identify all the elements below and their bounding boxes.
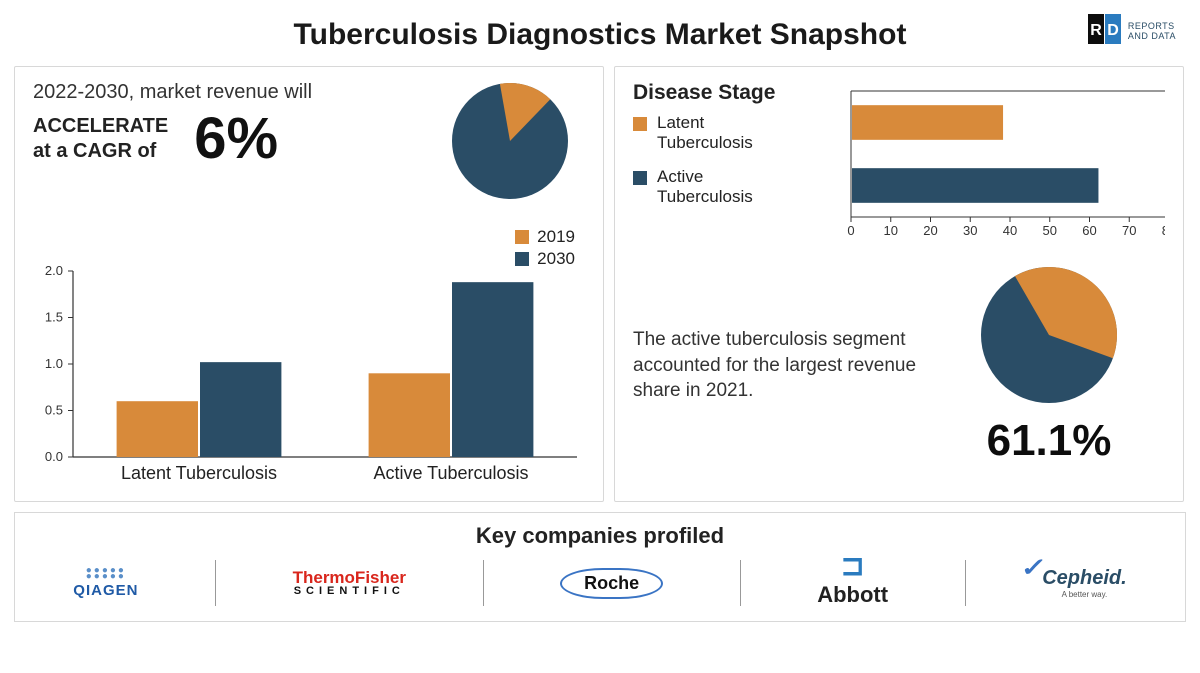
svg-text:10: 10 — [883, 223, 897, 238]
svg-text:D: D — [1107, 22, 1119, 39]
segment-description: The active tuberculosis segment accounte… — [633, 327, 953, 404]
share-pie-icon — [979, 265, 1119, 405]
brand-logo: RD REPORTSAND DATA — [1088, 14, 1176, 49]
company-logo-thermofisher: ThermoFisherSCIENTIFIC — [293, 559, 406, 607]
share-percent: 61.1% — [979, 416, 1119, 466]
legend-item: 2019 — [515, 227, 575, 247]
svg-text:1.0: 1.0 — [45, 356, 63, 371]
panel-companies: Key companies profiled ●●●●●●●●●● QIAGEN… — [14, 512, 1186, 622]
svg-text:30: 30 — [963, 223, 977, 238]
company-logo-cepheid: Cepheid.A better way. — [1042, 559, 1126, 607]
divider — [483, 560, 484, 606]
legend-item: LatentTuberculosis — [633, 113, 827, 153]
svg-text:R: R — [1090, 22, 1102, 39]
divider — [965, 560, 966, 606]
horizontal-bar-chart: 0 10 20 30 40 50 60 70 80 — [845, 81, 1165, 241]
company-logo-qiagen: ●●●●●●●●●● QIAGEN — [73, 559, 138, 607]
svg-text:Latent Tuberculosis: Latent Tuberculosis — [121, 463, 277, 483]
svg-text:40: 40 — [1003, 223, 1017, 238]
accelerate-text: ACCELERATEat a CAGR of — [33, 114, 168, 164]
page-title: Tuberculosis Diagnostics Market Snapshot — [0, 0, 1200, 66]
svg-text:0.0: 0.0 — [45, 449, 63, 464]
legend-item: ActiveTuberculosis — [633, 167, 827, 207]
forecast-period-text: 2022-2030, market revenue will — [33, 81, 405, 104]
cagr-pie-icon — [450, 81, 570, 201]
grouped-bar-chart: 0.0 0.5 1.0 1.5 2.0 Latent Tuberculosis Active… — [33, 265, 587, 485]
cagr-value: 6% — [194, 110, 278, 168]
panel-disease-stage: Disease Stage LatentTuberculosis ActiveTu… — [614, 66, 1184, 502]
svg-text:1.5: 1.5 — [45, 310, 63, 325]
svg-text:2.0: 2.0 — [45, 265, 63, 278]
svg-text:20: 20 — [923, 223, 937, 238]
company-logo-abbott: ⊐Abbott — [817, 559, 888, 607]
companies-heading: Key companies profiled — [35, 523, 1165, 549]
svg-text:0.5: 0.5 — [45, 403, 63, 418]
divider — [215, 560, 216, 606]
disease-stage-heading: Disease Stage — [633, 81, 827, 105]
svg-text:60: 60 — [1082, 223, 1096, 238]
svg-text:Active Tuberculosis: Active Tuberculosis — [373, 463, 528, 483]
company-logo-roche: Roche — [560, 559, 663, 607]
svg-text:70: 70 — [1122, 223, 1136, 238]
disease-stage-legend: LatentTuberculosis ActiveTuberculosis — [633, 113, 827, 207]
svg-text:0: 0 — [847, 223, 854, 238]
svg-text:80: 80 — [1162, 223, 1165, 238]
panel-market-overview: 2022-2030, market revenue will ACCELERAT… — [14, 66, 604, 502]
svg-text:50: 50 — [1042, 223, 1056, 238]
divider — [740, 560, 741, 606]
